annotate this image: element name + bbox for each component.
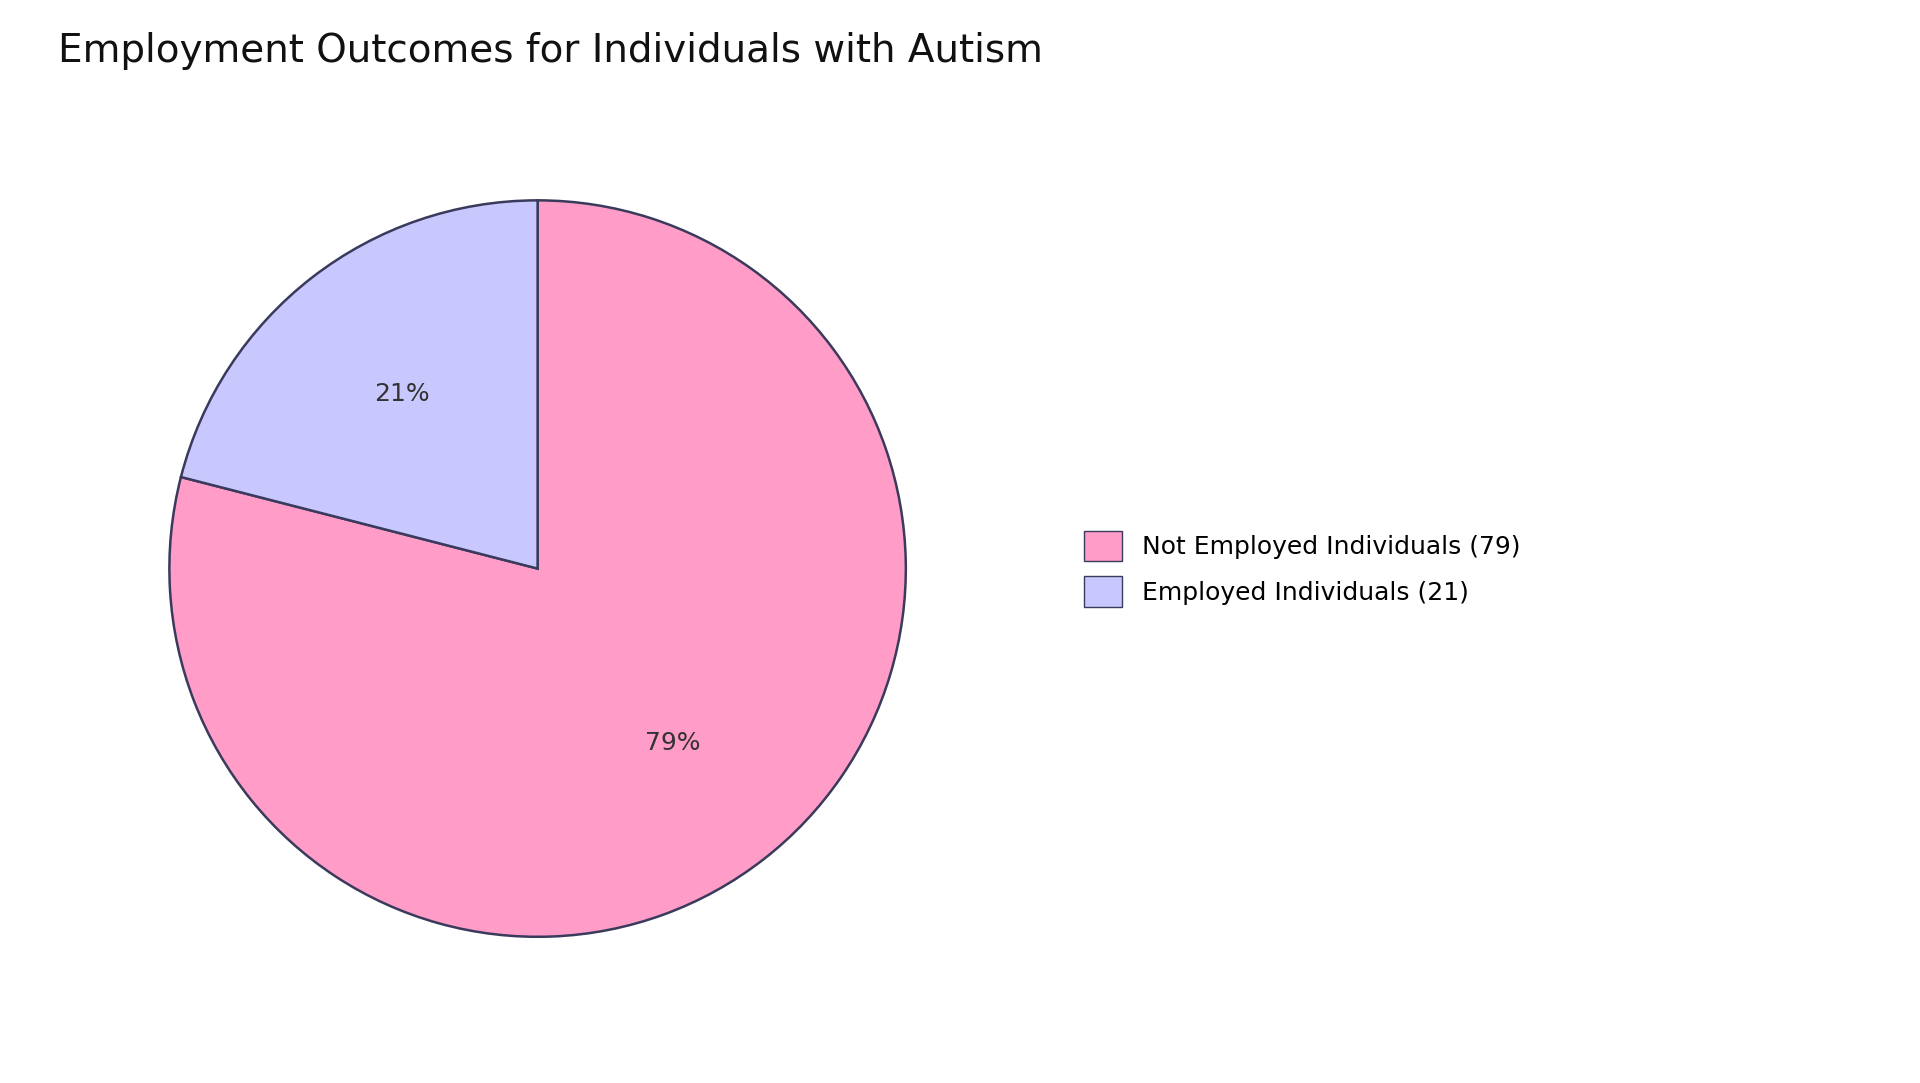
Text: 79%: 79% [645, 731, 701, 755]
Text: Employment Outcomes for Individuals with Autism: Employment Outcomes for Individuals with… [58, 32, 1043, 70]
Wedge shape [169, 200, 906, 937]
Text: 21%: 21% [374, 382, 430, 406]
Legend: Not Employed Individuals (79), Employed Individuals (21): Not Employed Individuals (79), Employed … [1085, 531, 1521, 606]
Wedge shape [180, 200, 538, 569]
